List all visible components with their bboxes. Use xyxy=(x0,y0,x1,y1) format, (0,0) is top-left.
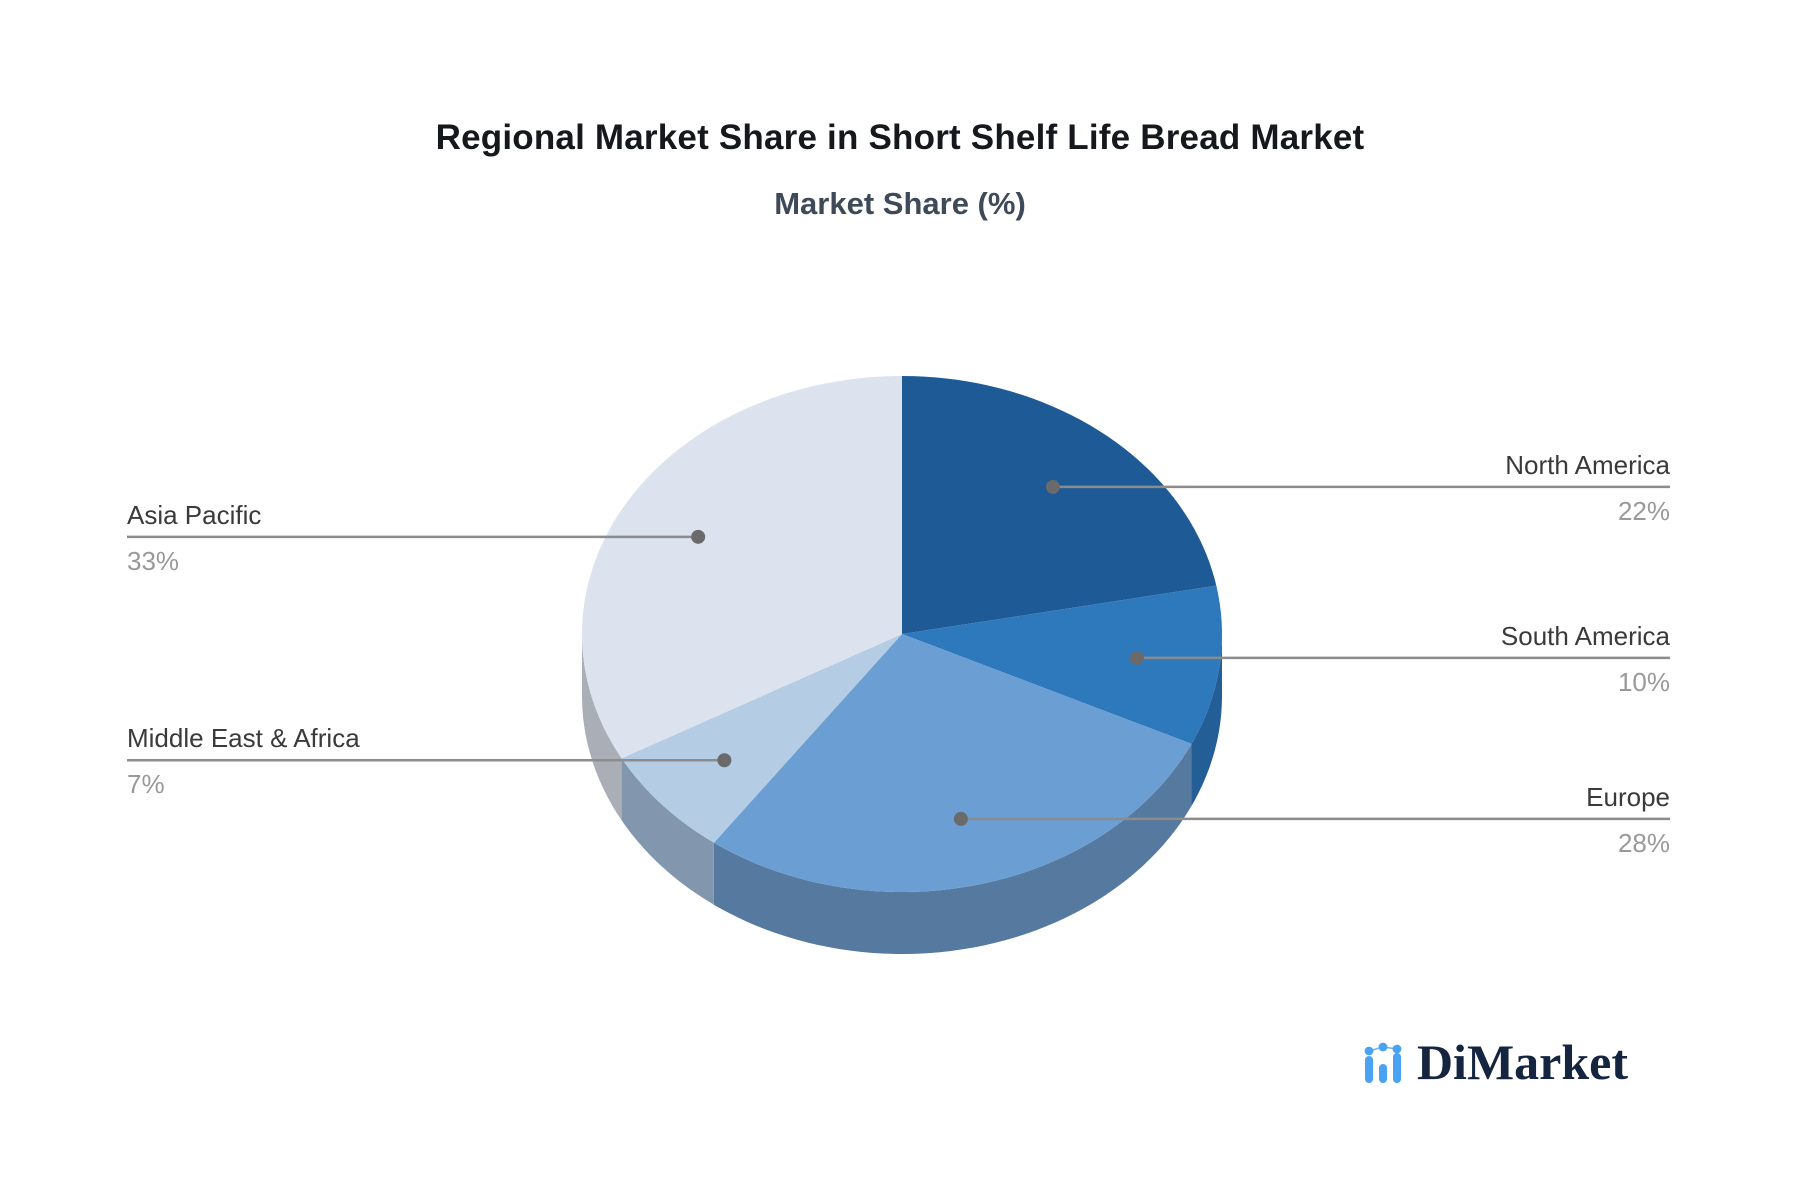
pie-slice-south-america xyxy=(902,585,1222,744)
pie-slice-rim-asia-pacific xyxy=(582,634,622,821)
leader-dot-europe xyxy=(953,811,968,826)
slice-pct-europe: 28% xyxy=(1617,827,1670,858)
leader-dot-asia-pacific xyxy=(691,529,706,544)
slice-label-north-america: North America xyxy=(1505,449,1670,480)
slice-pct-south-america: 10% xyxy=(1617,666,1670,697)
leader-dot-north-america xyxy=(1045,479,1060,494)
chart-subtitle: Market Share (%) xyxy=(774,186,1026,221)
pie-slice-rim-europe xyxy=(713,743,1192,954)
slice-pct-asia-pacific: 33% xyxy=(127,545,180,576)
bar-chart-icon xyxy=(1364,1042,1402,1083)
brand-logo: DiMarket xyxy=(1363,1036,1628,1088)
pie-slice-north-america xyxy=(902,376,1217,634)
brand-name: DiMarket xyxy=(1416,1034,1628,1090)
pie-slice-asia-pacific xyxy=(582,376,902,759)
slice-pct-north-america: 22% xyxy=(1617,495,1670,526)
slice-label-middle-east-africa: Middle East & Africa xyxy=(127,723,360,754)
leader-dot-middle-east-africa xyxy=(717,753,732,768)
pie-slice-middle-east-africa xyxy=(621,634,902,843)
chart-title: Regional Market Share in Short Shelf Lif… xyxy=(435,118,1365,157)
pie-slice-rim-middle-east-africa xyxy=(621,758,714,905)
slice-label-south-america: South America xyxy=(1500,620,1670,651)
pie-slice-europe xyxy=(713,634,1192,892)
slice-pct-middle-east-africa: 7% xyxy=(127,769,165,800)
pie-slice-rim-south-america xyxy=(1191,634,1222,806)
slice-label-europe: Europe xyxy=(1586,781,1670,812)
leader-dot-south-america xyxy=(1129,650,1144,665)
slice-label-asia-pacific: Asia Pacific xyxy=(127,499,262,530)
